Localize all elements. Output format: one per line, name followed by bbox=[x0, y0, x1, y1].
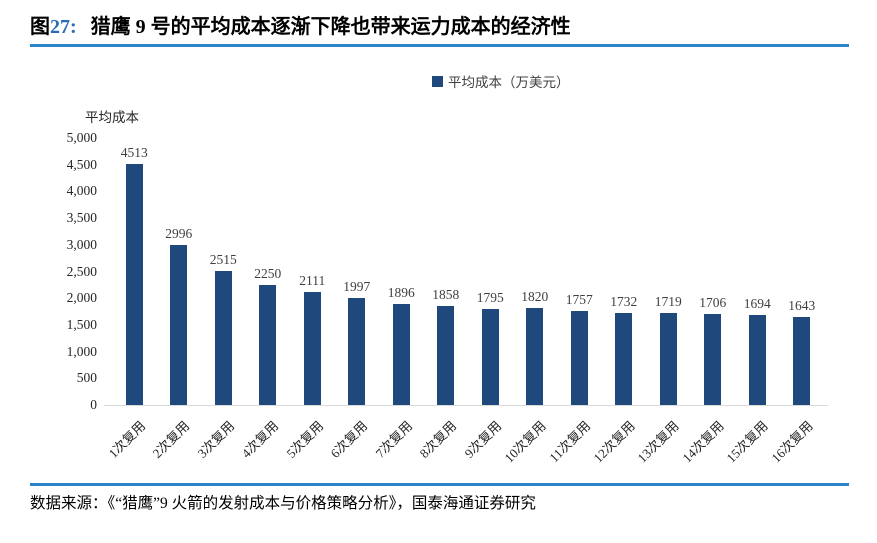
y-tick-label: 1,000 bbox=[66, 343, 97, 359]
figure-header: 图27: 猎鹰 9 号的平均成本逐渐下降也带来运力成本的经济性 bbox=[30, 10, 571, 39]
y-tick-label: 1,500 bbox=[66, 316, 97, 332]
bar bbox=[659, 313, 677, 405]
bar-column: 2996 bbox=[157, 138, 202, 405]
bar-column: 1757 bbox=[557, 138, 602, 405]
x-label-cell: 16次复用 bbox=[768, 406, 825, 484]
chart-legend: 平均成本（万美元） bbox=[432, 71, 570, 91]
bar bbox=[303, 292, 321, 405]
y-tick-label: 500 bbox=[76, 370, 97, 386]
bar bbox=[170, 245, 188, 405]
bar bbox=[793, 317, 811, 405]
data-source-text: 数据来源：《“猎鹰”9 火箭的发射成本与价格策略分析》，国泰海通证券研究 bbox=[30, 495, 536, 512]
x-axis-labels: 1次复用 2次复用 3次复用 4次复用 5次复用 6次复用 7次复用 8次复用 9次复用 10次复… bbox=[105, 406, 825, 484]
bar-column: 1643 bbox=[780, 138, 825, 405]
bar bbox=[704, 313, 722, 405]
bar bbox=[125, 164, 143, 405]
bar-column: 1997 bbox=[335, 138, 380, 405]
y-tick-label: 2,500 bbox=[66, 263, 97, 279]
y-tick-label: 4,000 bbox=[66, 183, 97, 199]
bar-column: 1795 bbox=[468, 138, 513, 405]
y-tick-label: 3,500 bbox=[66, 210, 97, 226]
bar-value-label: 1694 bbox=[743, 295, 771, 311]
bar-column: 2250 bbox=[246, 138, 291, 405]
bar-value-label: 4513 bbox=[120, 145, 148, 161]
figure-title-text: 猎鹰 9 号的平均成本逐渐下降也带来运力成本的经济性 bbox=[90, 16, 571, 38]
bar-value-label: 1858 bbox=[432, 286, 460, 302]
figure-number: 27: bbox=[50, 16, 77, 38]
bar bbox=[437, 305, 455, 405]
bar-column: 1706 bbox=[691, 138, 736, 405]
y-tick-label: 2,000 bbox=[66, 290, 97, 306]
bar bbox=[392, 303, 410, 405]
x-axis-line bbox=[104, 405, 828, 406]
y-axis-tick-labels: 5,000 4,500 4,000 3,500 3,000 2,500 2,000 1,500… bbox=[40, 130, 97, 412]
legend-swatch-icon bbox=[432, 75, 443, 87]
bar bbox=[259, 284, 277, 405]
bar-column: 4513 bbox=[112, 138, 157, 405]
y-tick-label: 3,000 bbox=[66, 236, 97, 252]
bar-column: 1858 bbox=[424, 138, 469, 405]
bar-value-label: 1795 bbox=[476, 290, 504, 306]
bar-value-label: 2111 bbox=[299, 273, 326, 289]
bar bbox=[481, 309, 499, 405]
bar-value-label: 1706 bbox=[699, 294, 727, 310]
figure-label: 图 bbox=[30, 16, 50, 38]
bar-value-label: 1820 bbox=[521, 288, 549, 304]
x-axis-label: 1次复用 bbox=[105, 418, 148, 461]
y-axis-title: 平均成本 bbox=[85, 110, 139, 125]
bar-chart-series: 4513 2996 2515 2250 2111 1997 1896 1858 1795 1820… bbox=[112, 138, 824, 405]
bar-value-label: 1643 bbox=[788, 298, 816, 314]
y-tick-label: 0 bbox=[90, 397, 97, 412]
bar bbox=[348, 298, 366, 405]
bar bbox=[748, 314, 766, 405]
bar bbox=[526, 307, 544, 405]
bar-column: 1732 bbox=[602, 138, 647, 405]
legend-label: 平均成本（万美元） bbox=[448, 75, 570, 90]
title-divider-line bbox=[30, 44, 849, 47]
bar-value-label: 2515 bbox=[209, 251, 237, 267]
bar bbox=[570, 311, 588, 405]
bar-value-label: 1757 bbox=[565, 292, 593, 308]
bar bbox=[615, 312, 633, 405]
bar-value-label: 1719 bbox=[654, 294, 682, 310]
bar-column: 2111 bbox=[290, 138, 335, 405]
bar-column: 2515 bbox=[201, 138, 246, 405]
footer-divider-line bbox=[30, 483, 849, 486]
bar-value-label: 1732 bbox=[610, 293, 638, 309]
bar-value-label: 2250 bbox=[254, 265, 282, 281]
bar-column: 1820 bbox=[513, 138, 558, 405]
bar bbox=[214, 270, 232, 405]
bar-value-label: 1896 bbox=[387, 284, 415, 300]
bar-value-label: 2996 bbox=[165, 226, 193, 242]
y-tick-label: 5,000 bbox=[66, 130, 97, 145]
bar-column: 1896 bbox=[379, 138, 424, 405]
bar-column: 1719 bbox=[646, 138, 691, 405]
bar-value-label: 1997 bbox=[343, 279, 371, 295]
y-tick-label: 4,500 bbox=[66, 156, 97, 172]
bar-column: 1694 bbox=[735, 138, 780, 405]
